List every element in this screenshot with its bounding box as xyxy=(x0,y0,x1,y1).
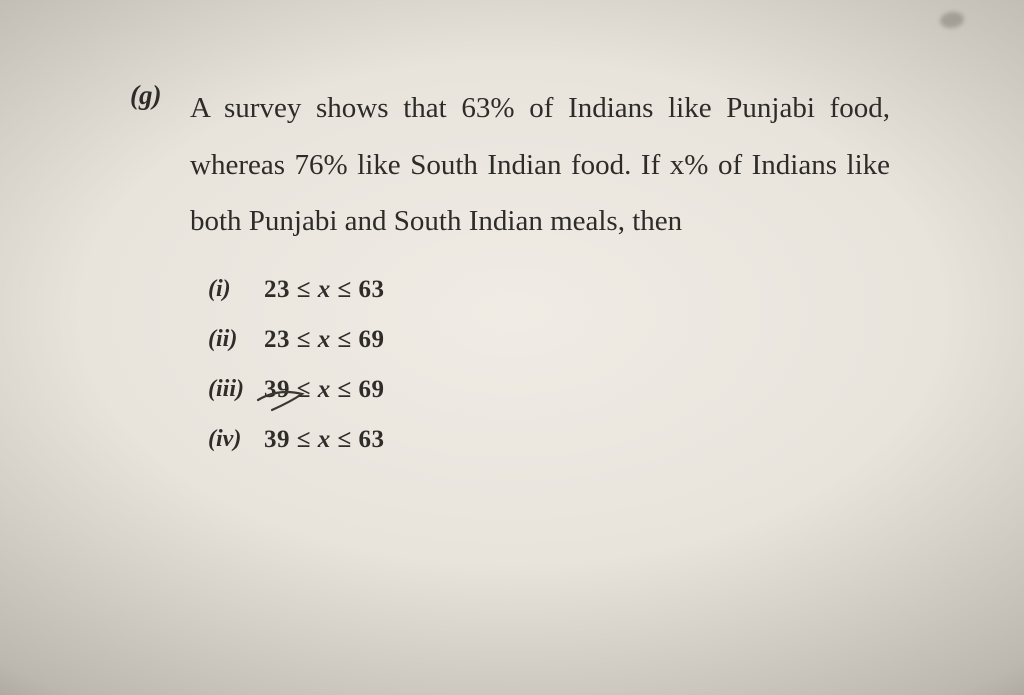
lower-bound: 39 xyxy=(264,426,290,453)
option-expression: 39 ≤ x ≤ 69 xyxy=(264,376,384,404)
options-list: (i) 23 ≤ x ≤ 63 (ii) 23 ≤ x ≤ 69 (iii) 3… xyxy=(208,276,890,454)
lower-bound: 23 xyxy=(264,276,290,303)
option-label: (i) xyxy=(208,276,264,303)
question-label: (g) xyxy=(130,80,190,111)
option-iv: (iv) 39 ≤ x ≤ 63 xyxy=(208,426,890,454)
question-text: A survey shows that 63% of Indians like … xyxy=(190,80,890,250)
upper-bound: 63 xyxy=(358,276,384,303)
option-i: (i) 23 ≤ x ≤ 63 xyxy=(208,276,890,304)
option-label: (iv) xyxy=(208,426,264,453)
option-expression: 39 ≤ x ≤ 63 xyxy=(264,426,384,454)
lower-bound: 39 xyxy=(264,376,290,403)
option-label: (ii) xyxy=(208,326,264,353)
option-iii: (iii) 39 ≤ x ≤ 69 xyxy=(208,376,890,404)
option-expression: 23 ≤ x ≤ 63 xyxy=(264,276,384,304)
upper-bound: 63 xyxy=(358,426,384,453)
option-expression: 23 ≤ x ≤ 69 xyxy=(264,326,384,354)
option-label: (iii) xyxy=(208,376,264,403)
upper-bound: 69 xyxy=(358,326,384,353)
page-smudge xyxy=(939,10,965,29)
option-ii: (ii) 23 ≤ x ≤ 69 xyxy=(208,326,890,354)
page-content: (g) A survey shows that 63% of Indians l… xyxy=(130,80,890,476)
question-row: (g) A survey shows that 63% of Indians l… xyxy=(130,80,890,250)
lower-bound: 23 xyxy=(264,326,290,353)
upper-bound: 69 xyxy=(358,376,384,403)
